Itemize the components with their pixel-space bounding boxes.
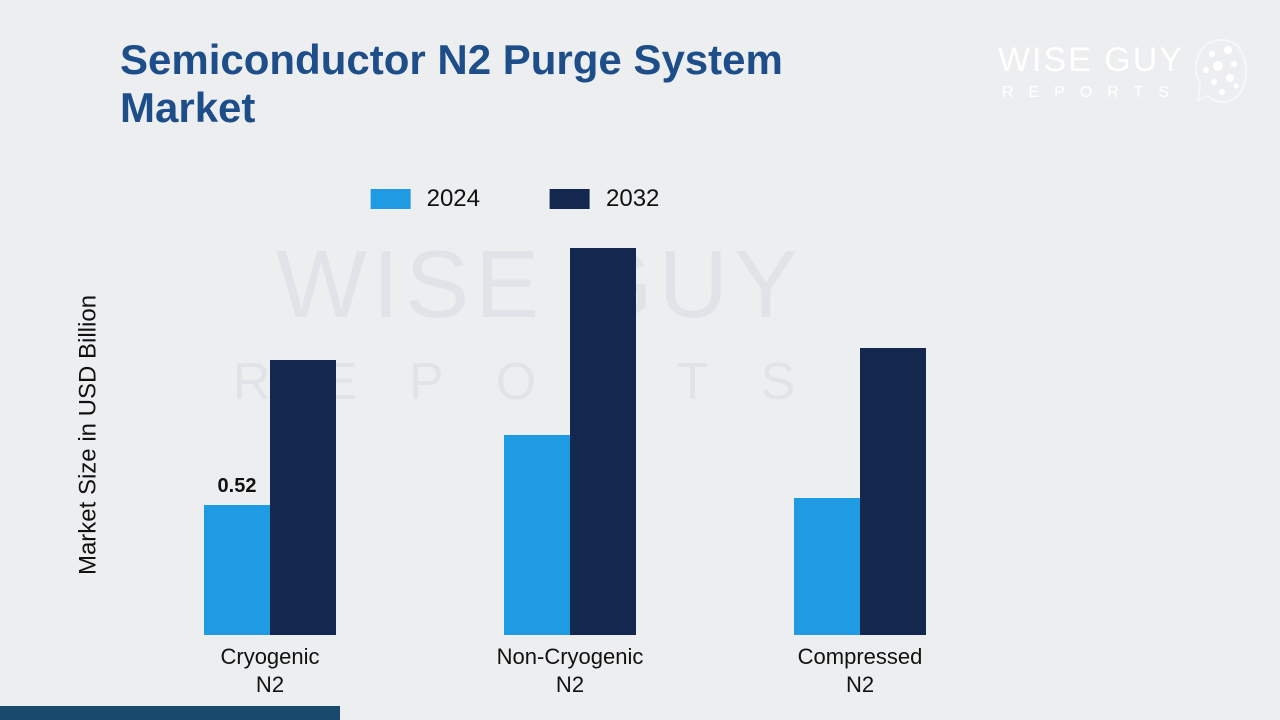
brand-logo: WISE GUY REPORTS xyxy=(992,36,1248,106)
legend-item: 2032 xyxy=(550,185,659,213)
bottom-accent-bar xyxy=(0,706,340,720)
x-axis-category-label: Cryogenic N2 xyxy=(220,643,319,698)
page-title: Semiconductor N2 Purge System Market xyxy=(120,36,880,133)
bar-group: Compressed N2 xyxy=(785,348,935,636)
legend-item: 2024 xyxy=(371,185,480,213)
legend-swatch xyxy=(550,189,590,209)
page-root: WISE GUY REPORTS Semiconductor N2 Purge … xyxy=(0,0,1280,720)
chart-bar xyxy=(860,348,926,636)
chart-bar xyxy=(504,435,570,635)
side-band xyxy=(970,0,1280,720)
legend-swatch xyxy=(371,189,411,209)
chart-bar xyxy=(794,498,860,636)
bar-group: Non-Cryogenic N2 xyxy=(495,248,645,636)
chart-legend: 2024 2032 xyxy=(371,185,660,213)
logo-text-line2: REPORTS xyxy=(992,84,1184,102)
market-chart: Market Size in USD Billion 2024 2032 0.52… xyxy=(55,185,975,685)
chart-bar xyxy=(570,248,636,636)
chart-bar: 0.52 xyxy=(204,505,270,635)
x-axis-category-label: Compressed N2 xyxy=(798,643,923,698)
x-axis-category-label: Non-Cryogenic N2 xyxy=(497,643,644,698)
legend-label: 2024 xyxy=(427,185,480,213)
bar-value-label: 0.52 xyxy=(218,475,257,498)
logo-text-line1: WISE GUY xyxy=(992,41,1184,80)
chart-plot-area: 0.52Cryogenic N2 Non-Cryogenic N2 Compress… xyxy=(155,235,975,635)
y-axis-label: Market Size in USD Billion xyxy=(75,295,103,575)
bar-group: 0.52Cryogenic N2 xyxy=(195,360,345,635)
head-network-icon xyxy=(1188,36,1248,106)
legend-label: 2032 xyxy=(606,185,659,213)
chart-bar xyxy=(270,360,336,635)
